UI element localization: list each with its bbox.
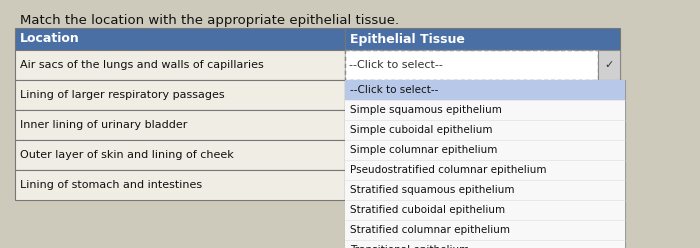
Text: Location: Location [20, 32, 80, 45]
Text: Match the location with the appropriate epithelial tissue.: Match the location with the appropriate … [20, 14, 399, 27]
Bar [345, 100, 625, 120]
Bar [345, 200, 625, 220]
Bar [345, 80, 625, 100]
Bar [345, 140, 620, 170]
Text: Simple squamous epithelium: Simple squamous epithelium [350, 105, 502, 115]
Text: Outer layer of skin and lining of cheek: Outer layer of skin and lining of cheek [20, 150, 234, 160]
Text: Pseudostratified columnar epithelium: Pseudostratified columnar epithelium [350, 165, 547, 175]
Text: Epithelial Tissue: Epithelial Tissue [350, 32, 465, 45]
Text: Transitional epithelium: Transitional epithelium [350, 245, 469, 248]
Bar [345, 28, 620, 50]
Bar [345, 160, 625, 180]
Text: Lining of larger respiratory passages: Lining of larger respiratory passages [20, 90, 225, 100]
Bar [345, 50, 598, 80]
Bar [345, 80, 620, 110]
Bar [345, 80, 625, 248]
Bar [15, 28, 345, 50]
Bar [345, 170, 620, 200]
Text: Lining of stomach and intestines: Lining of stomach and intestines [20, 180, 202, 190]
Bar [598, 50, 620, 80]
Text: Inner lining of urinary bladder: Inner lining of urinary bladder [20, 120, 188, 130]
Text: ✓: ✓ [604, 60, 614, 70]
Bar [345, 120, 625, 140]
Text: Stratified squamous epithelium: Stratified squamous epithelium [350, 185, 514, 195]
Text: Simple cuboidal epithelium: Simple cuboidal epithelium [350, 125, 493, 135]
Bar [15, 50, 345, 80]
Text: Stratified cuboidal epithelium: Stratified cuboidal epithelium [350, 205, 505, 215]
Bar [345, 50, 620, 80]
Text: --Click to select--: --Click to select-- [350, 85, 438, 95]
Text: Air sacs of the lungs and walls of capillaries: Air sacs of the lungs and walls of capil… [20, 60, 264, 70]
Bar [15, 170, 345, 200]
Bar [345, 240, 625, 248]
Bar [15, 80, 345, 110]
Bar [345, 180, 625, 200]
Bar [345, 220, 625, 240]
Text: Stratified columnar epithelium: Stratified columnar epithelium [350, 225, 510, 235]
Bar [345, 110, 620, 140]
Bar [345, 140, 625, 160]
Text: Simple columnar epithelium: Simple columnar epithelium [350, 145, 498, 155]
Bar [15, 110, 345, 140]
Bar [15, 140, 345, 170]
Text: --Click to select--: --Click to select-- [349, 60, 443, 70]
